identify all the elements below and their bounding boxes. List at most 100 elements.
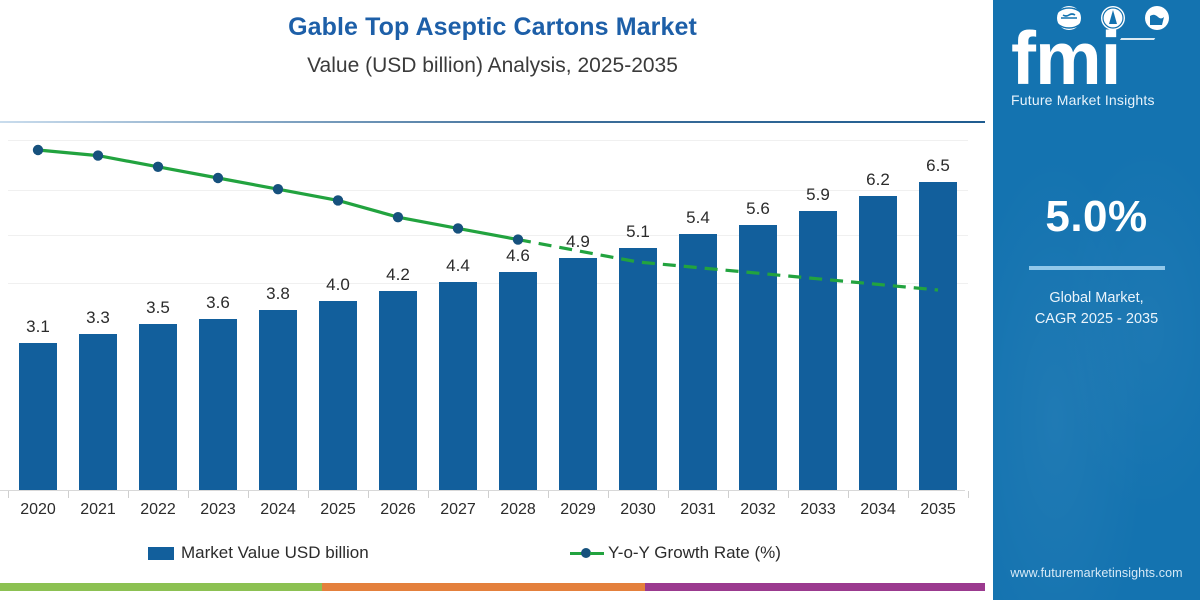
chart-legend: Market Value USD billion Y-o-Y Growth Ra… xyxy=(0,543,985,573)
gridline xyxy=(8,283,968,284)
bar-column[interactable]: 6.2 xyxy=(859,130,897,490)
page-title: Gable Top Aseptic Cartons Market xyxy=(288,13,697,41)
cagr-caption: Global Market, CAGR 2025 - 2035 xyxy=(993,288,1200,330)
gridline xyxy=(8,140,968,141)
bar-column[interactable]: 4.9 xyxy=(559,130,597,490)
x-axis-tick xyxy=(488,491,489,498)
bar[interactable] xyxy=(139,324,177,490)
bar-value-label: 4.2 xyxy=(386,265,410,285)
bar-value-label: 6.2 xyxy=(866,170,890,190)
bar-value-label: 5.4 xyxy=(686,208,710,228)
legend-label-market-value: Market Value USD billion xyxy=(181,543,369,562)
bar[interactable] xyxy=(19,343,57,490)
logo-tagline: Future Market Insights xyxy=(1011,91,1155,108)
x-axis-tick xyxy=(188,491,189,498)
legend-item-growth-rate[interactable]: Y-o-Y Growth Rate (%) xyxy=(570,543,781,563)
bar-column[interactable]: 3.1 xyxy=(19,130,57,490)
bar-column[interactable]: 4.6 xyxy=(499,130,537,490)
x-axis-tick xyxy=(608,491,609,498)
x-axis-tick xyxy=(128,491,129,498)
chart-panel: Gable Top Aseptic Cartons Market Value (… xyxy=(0,0,985,591)
legend-bar-swatch-icon xyxy=(148,546,174,560)
bar[interactable] xyxy=(859,196,897,490)
bar-column[interactable]: 4.0 xyxy=(319,130,357,490)
x-axis-label: 2027 xyxy=(440,501,476,518)
bar[interactable] xyxy=(619,248,657,490)
bar[interactable] xyxy=(739,224,777,490)
plot-area: 3.1 3.3 3.5 3.6 3.8 4.0 4.2 4.4 4.6 4.9 5.1 5.4 5.6 5… xyxy=(8,130,968,490)
bar-column[interactable]: 5.6 xyxy=(739,130,777,490)
bar-column[interactable]: 4.2 xyxy=(379,130,417,490)
bar-value-label: 3.6 xyxy=(206,293,230,313)
x-axis-label: 2029 xyxy=(560,501,596,518)
x-axis-label: 2028 xyxy=(500,501,536,518)
stripe-segment xyxy=(645,583,985,591)
bar-value-label: 3.1 xyxy=(26,317,50,337)
brand-sidebar: fmi Future Market Insights 5.0% Global M… xyxy=(993,0,1200,600)
x-axis-label: 2026 xyxy=(380,501,416,518)
x-axis-label: 2033 xyxy=(800,501,836,518)
bar-column[interactable]: 5.9 xyxy=(799,130,837,490)
bar-column[interactable]: 5.1 xyxy=(619,130,657,490)
bar-column[interactable]: 3.5 xyxy=(139,130,177,490)
bar-value-label: 6.5 xyxy=(926,156,950,176)
bar[interactable] xyxy=(799,210,837,490)
bar[interactable] xyxy=(319,300,357,490)
bar-column[interactable]: 5.4 xyxy=(679,130,717,490)
x-axis-label: 2025 xyxy=(320,501,356,518)
x-axis-line xyxy=(0,490,965,491)
x-axis-tick xyxy=(968,491,969,498)
bar[interactable] xyxy=(559,257,597,490)
x-axis-label: 2034 xyxy=(860,501,896,518)
legend-label-growth-rate: Y-o-Y Growth Rate (%) xyxy=(608,543,781,562)
bar[interactable] xyxy=(79,333,117,490)
x-axis-label: 2031 xyxy=(680,501,716,518)
x-axis-tick xyxy=(8,491,9,498)
fmi-logo: fmi Future Market Insights xyxy=(1011,6,1200,108)
bar-value-label: 5.9 xyxy=(806,184,830,204)
cagr-caption-line-2: CAGR 2025 - 2035 xyxy=(1034,311,1159,328)
x-axis-tick xyxy=(908,491,909,498)
x-axis-label: 2032 xyxy=(740,501,776,518)
cagr-caption-line-1: Global Market, xyxy=(1049,290,1144,306)
chart-header: Gable Top Aseptic Cartons Market Value (… xyxy=(0,0,985,122)
logo-globe-icons xyxy=(1057,6,1200,40)
logo-wordmark: fmi xyxy=(1011,16,1122,100)
bar[interactable] xyxy=(919,182,957,490)
x-axis-label: 2022 xyxy=(140,501,176,518)
globe-icon xyxy=(1145,6,1169,30)
cagr-divider xyxy=(1029,266,1165,270)
bar-column[interactable]: 3.8 xyxy=(259,130,297,490)
bar[interactable] xyxy=(199,319,237,490)
x-axis-tick xyxy=(428,491,429,498)
bar-column[interactable]: 3.6 xyxy=(199,130,237,490)
bar-value-label: 4.9 xyxy=(566,231,590,251)
legend-item-market-value[interactable]: Market Value USD billion xyxy=(148,543,369,563)
bar-value-label: 3.3 xyxy=(86,307,110,327)
x-axis-tick xyxy=(788,491,789,498)
x-axis-tick xyxy=(548,491,549,498)
stripe-segment xyxy=(0,583,322,591)
globe-icon xyxy=(1101,6,1125,30)
brand-website-url: www.futuremarketinsights.com xyxy=(1010,566,1183,580)
bar-value-label: 4.4 xyxy=(446,255,470,275)
bar-value-label: 3.5 xyxy=(146,298,170,318)
bar-column[interactable]: 6.5 xyxy=(919,130,957,490)
x-axis-label: 2023 xyxy=(200,501,236,518)
bar[interactable] xyxy=(259,310,297,490)
x-axis-tick xyxy=(68,491,69,498)
bar-column[interactable]: 3.3 xyxy=(79,130,117,490)
bar[interactable] xyxy=(679,234,717,490)
bar[interactable] xyxy=(499,272,537,490)
bar-value-label: 4.6 xyxy=(506,246,530,266)
x-axis-label: 2035 xyxy=(920,501,956,518)
bar[interactable] xyxy=(439,281,477,490)
legend-line-marker-icon xyxy=(570,546,604,560)
bar[interactable] xyxy=(379,291,417,490)
x-axis-tick xyxy=(668,491,669,498)
header-divider xyxy=(0,121,985,123)
bar-column[interactable]: 4.4 xyxy=(439,130,477,490)
x-axis-label: 2021 xyxy=(80,501,116,518)
stripe-segment xyxy=(322,583,645,591)
